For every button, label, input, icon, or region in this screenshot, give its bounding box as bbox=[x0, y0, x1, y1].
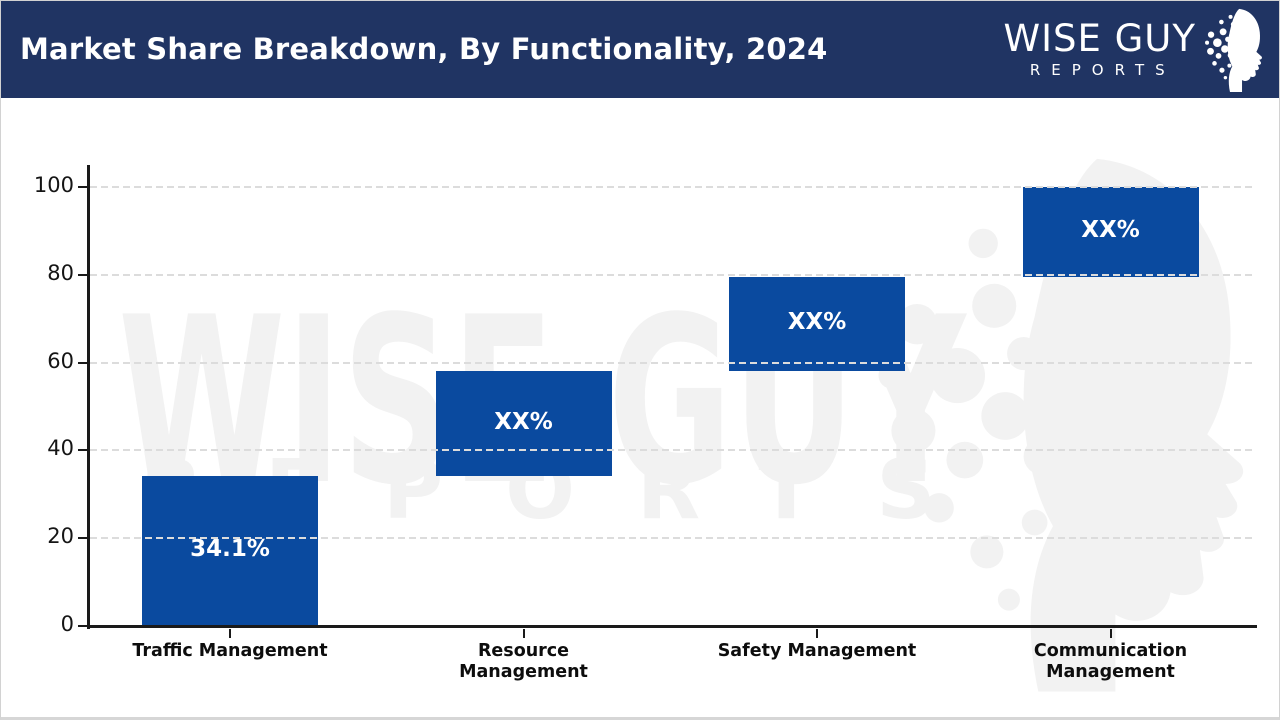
y-tick-mark bbox=[78, 449, 87, 452]
bar-segment bbox=[142, 476, 318, 626]
x-axis-category-label: Traffic Management bbox=[132, 641, 328, 661]
plot-area: 0 20 40 60 80 100 34.1% Traffic Management XX% Re… bbox=[0, 98, 1280, 720]
bar-value-label: 34.1% bbox=[190, 536, 270, 563]
x-tick-mark bbox=[522, 629, 525, 638]
x-tick-mark bbox=[1109, 629, 1112, 638]
bar-value-label: XX% bbox=[787, 308, 847, 335]
gridline bbox=[90, 449, 1256, 452]
logo-wordmark: WISE GUY REPORTS bbox=[1003, 17, 1196, 80]
y-tick-label: 100 bbox=[33, 173, 74, 197]
x-axis-category-label: Communication Management bbox=[1033, 641, 1188, 683]
y-tick-label: 0 bbox=[60, 612, 74, 636]
x-tick-mark bbox=[229, 629, 231, 638]
gridline bbox=[90, 273, 1256, 276]
bar-segment bbox=[729, 276, 905, 371]
bar-segment bbox=[1022, 187, 1199, 277]
wiseguy-logo: WISE GUY REPORTS bbox=[1004, 6, 1266, 92]
header-bar: Market Share Breakdown, By Functionality… bbox=[0, 0, 1280, 98]
page-title: Market Share Breakdown, By Functionality… bbox=[20, 32, 828, 66]
y-tick-label: 20 bbox=[47, 524, 74, 549]
y-tick-mark bbox=[78, 361, 87, 364]
gridline bbox=[90, 537, 1256, 540]
y-tick-mark bbox=[78, 186, 87, 188]
waterfall-chart: WISE GUY REPORTS 0 20 40 60 80 100 34.1% Traffi… bbox=[0, 98, 1280, 720]
x-axis-category-label: Resource Management bbox=[459, 641, 588, 683]
gridline bbox=[90, 186, 1256, 188]
logo-wordmark-main: WISE GUY bbox=[1003, 17, 1196, 60]
y-tick-label: 60 bbox=[47, 348, 74, 373]
bar-value-label: XX% bbox=[1081, 216, 1140, 243]
y-tick-mark bbox=[78, 273, 87, 276]
gridline bbox=[90, 361, 1256, 364]
y-tick-label: 40 bbox=[47, 436, 74, 461]
x-axis-category-label: Safety Management bbox=[717, 641, 917, 661]
y-tick-label: 80 bbox=[47, 260, 74, 285]
bar-segment bbox=[435, 370, 612, 477]
y-tick-mark bbox=[78, 537, 87, 540]
x-tick-mark bbox=[816, 629, 818, 638]
y-axis-line bbox=[87, 165, 90, 629]
x-axis-line bbox=[87, 625, 1257, 628]
y-tick-mark bbox=[78, 625, 87, 627]
logo-wordmark-sub: REPORTS bbox=[1029, 61, 1176, 79]
bar-value-label: XX% bbox=[494, 408, 553, 435]
logo-head-icon bbox=[1202, 6, 1266, 92]
